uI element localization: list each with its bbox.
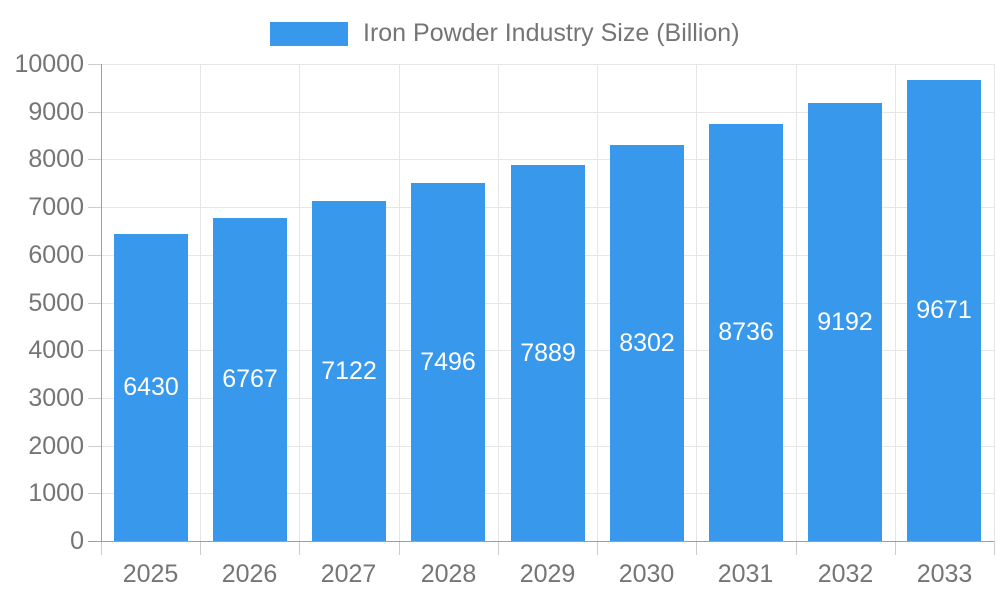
y-axis-tick <box>88 207 101 208</box>
bar-value-label: 6430 <box>123 373 179 401</box>
x-gridline <box>994 64 995 541</box>
x-axis-category-label: 2032 <box>817 560 874 588</box>
x-axis-tick <box>498 541 499 555</box>
x-axis-category-label: 2025 <box>122 560 179 588</box>
x-axis-tick <box>696 541 697 555</box>
x-axis-category-label: 2026 <box>221 560 278 588</box>
bar: 6767 <box>213 218 287 541</box>
y-axis-tick-label: 5000 <box>28 289 84 317</box>
x-gridline <box>796 64 797 541</box>
y-axis-tick-label: 4000 <box>28 336 84 364</box>
y-axis-tick-label: 0 <box>70 527 84 555</box>
bar-value-label: 7122 <box>321 356 377 385</box>
x-axis-tick <box>597 541 598 555</box>
x-gridline <box>696 64 697 541</box>
bar: 7122 <box>312 201 386 541</box>
bar: 8302 <box>610 145 684 541</box>
x-axis-line <box>88 541 994 542</box>
y-axis-tick <box>88 398 101 399</box>
y-axis-tick <box>88 255 101 256</box>
y-axis-tick <box>88 112 101 113</box>
x-axis-tick <box>200 541 201 555</box>
x-gridline <box>895 64 896 541</box>
y-axis-tick <box>88 159 101 160</box>
y-axis-tick-label: 6000 <box>28 241 84 269</box>
x-axis-tick <box>101 541 102 555</box>
bar-value-label: 9192 <box>817 307 873 336</box>
y-axis-tick <box>88 493 101 494</box>
x-axis-tick <box>994 541 995 555</box>
bar-value-label: 7889 <box>520 338 576 367</box>
bar: 9671 <box>907 80 981 541</box>
y-gridline <box>101 64 994 65</box>
bar: 8736 <box>709 124 783 541</box>
x-gridline <box>200 64 201 541</box>
y-axis-tick-label: 3000 <box>28 384 84 412</box>
y-axis-tick <box>88 446 101 447</box>
x-axis-category-label: 2029 <box>519 560 576 588</box>
y-axis-tick-label: 10000 <box>14 50 84 78</box>
y-axis-tick-label: 8000 <box>28 145 84 173</box>
bar: 9192 <box>808 103 882 541</box>
bar-value-label: 8736 <box>718 318 774 346</box>
x-axis-category-label: 2027 <box>320 560 377 588</box>
x-axis-tick <box>796 541 797 555</box>
bar-value-label: 7496 <box>420 347 476 376</box>
x-gridline <box>399 64 400 541</box>
x-axis-category-label: 2028 <box>420 560 477 588</box>
y-axis-line <box>101 64 102 541</box>
x-axis-tick <box>895 541 896 555</box>
bar-value-label: 8302 <box>619 328 675 357</box>
y-axis-tick <box>88 303 101 304</box>
y-gridline <box>101 159 994 160</box>
y-axis-tick-label: 1000 <box>28 479 84 507</box>
y-axis-tick-label: 2000 <box>28 432 84 460</box>
bar-value-label: 6767 <box>222 365 278 393</box>
x-axis-category-label: 2030 <box>618 560 675 588</box>
x-axis-tick <box>399 541 400 555</box>
y-gridline <box>101 112 994 113</box>
bar: 6430 <box>114 234 188 541</box>
bar: 7889 <box>511 165 585 541</box>
y-axis-tick-label: 7000 <box>28 193 84 221</box>
x-gridline <box>299 64 300 541</box>
legend: Iron Powder Industry Size (Billion) <box>270 19 740 48</box>
y-axis-tick-label: 9000 <box>28 98 84 126</box>
legend-label: Iron Powder Industry Size (Billion) <box>363 19 740 47</box>
y-axis-tick <box>88 64 101 65</box>
x-axis-tick <box>299 541 300 555</box>
x-gridline <box>498 64 499 541</box>
x-axis-category-label: 2031 <box>717 560 774 588</box>
y-axis-tick <box>88 350 101 351</box>
bar: 7496 <box>411 183 485 541</box>
legend-color-swatch <box>270 21 348 46</box>
x-gridline <box>597 64 598 541</box>
bar-value-label: 9671 <box>916 296 972 324</box>
x-axis-category-label: 2033 <box>916 560 973 588</box>
